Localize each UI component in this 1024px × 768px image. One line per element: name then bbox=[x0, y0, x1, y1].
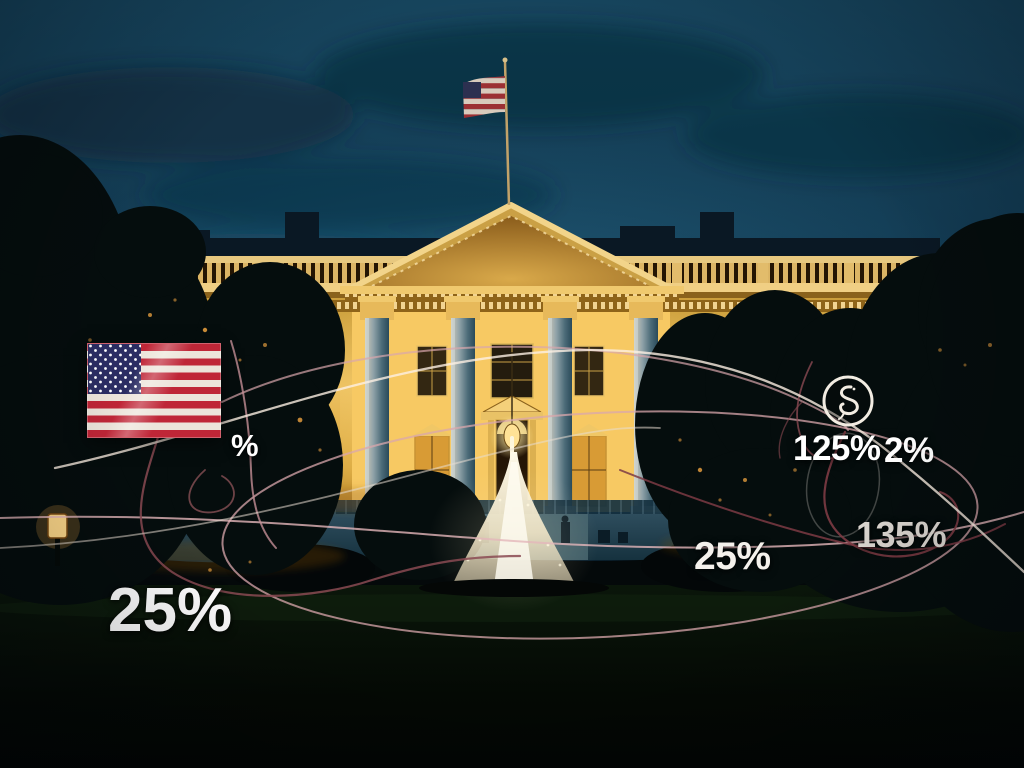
stat-125-percent-label: 125% bbox=[793, 429, 881, 468]
big-25-percent-label: 25% bbox=[108, 576, 233, 645]
percent-symbol-label: % bbox=[231, 428, 259, 463]
stat-25-percent-label: 25% bbox=[694, 535, 771, 578]
us-flag-sheen bbox=[88, 344, 220, 437]
dollar-coin-icon bbox=[822, 375, 874, 427]
stat-135-percent-label: 135% bbox=[856, 514, 947, 555]
us-flag-canton bbox=[88, 344, 141, 394]
stat-2-percent-label: 2% bbox=[884, 431, 934, 470]
us-flag bbox=[87, 343, 221, 438]
